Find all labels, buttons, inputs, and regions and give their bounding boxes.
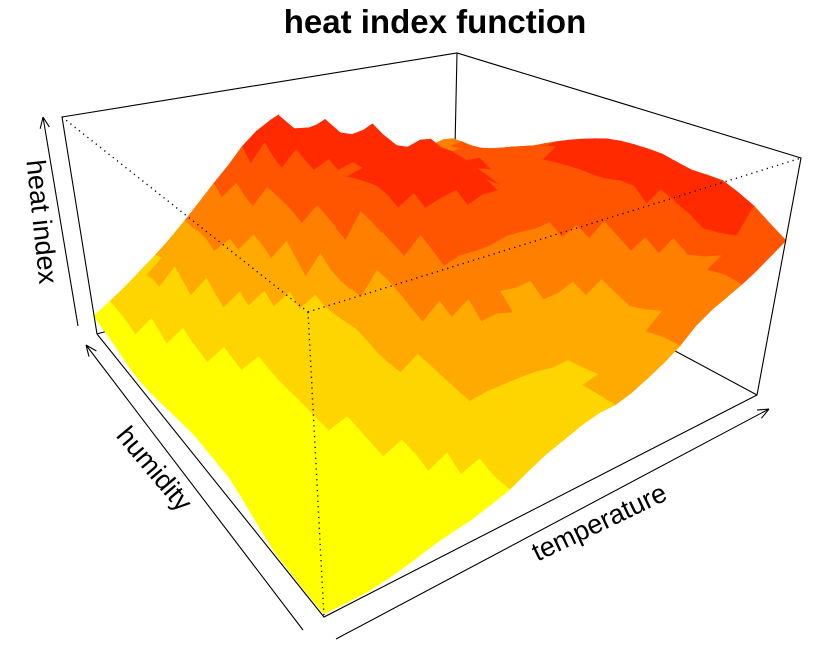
svg-text:heat index function: heat index function (284, 3, 587, 40)
